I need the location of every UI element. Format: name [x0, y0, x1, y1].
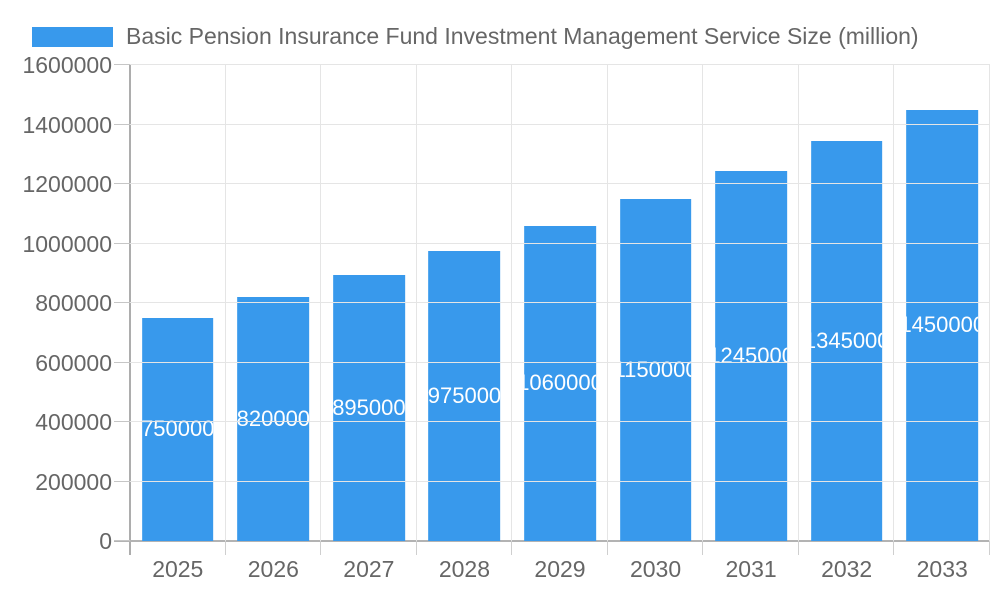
- x-tick-label: 2027: [343, 556, 395, 582]
- v-gridline: [320, 65, 322, 541]
- x-tick: [893, 541, 895, 555]
- h-gridline: [130, 183, 990, 184]
- category-slot: 750000: [130, 65, 226, 541]
- y-tick-label: 1200000: [22, 171, 112, 197]
- legend-item[interactable]: Basic Pension Insurance Fund Investment …: [32, 23, 919, 50]
- h-gridline: [130, 361, 990, 363]
- y-tick: [114, 64, 130, 65]
- y-tick-label: 1600000: [22, 52, 112, 78]
- v-gridline: [511, 65, 513, 541]
- h-gridline: [130, 123, 990, 125]
- x-tick-label: 2033: [916, 556, 968, 582]
- y-tick-label: 1000000: [22, 230, 112, 257]
- bar-value-label: 820000: [237, 406, 310, 432]
- y-tick: [114, 421, 130, 422]
- x-tick-label: 2029: [534, 556, 586, 582]
- y-tick: [114, 123, 130, 125]
- v-gridline: [989, 65, 990, 541]
- bar-value-label: 1060000: [524, 370, 596, 396]
- x-tick: [797, 541, 799, 555]
- category-slot: 1060000: [512, 65, 608, 541]
- y-tick-label: 400000: [35, 409, 112, 435]
- bar[interactable]: 1150000: [619, 198, 692, 541]
- bar[interactable]: 820000: [237, 297, 310, 541]
- bar[interactable]: 975000: [428, 250, 501, 541]
- x-tick-label: 2026: [247, 556, 299, 582]
- category-slot: 1150000: [608, 65, 704, 541]
- y-tick-label: 0: [99, 528, 112, 554]
- y-tick-label: 600000: [35, 349, 112, 376]
- x-tick: [702, 541, 704, 555]
- y-tick: [114, 183, 130, 184]
- bar[interactable]: 1450000: [906, 109, 979, 541]
- x-axis-labels: 2025 2026 2027 2028 2029 2030 2031 2032 2033: [130, 556, 990, 586]
- bar-value-label: 895000: [333, 394, 405, 420]
- y-tick: [114, 361, 130, 363]
- y-tick: [114, 242, 130, 244]
- bar-value-label: 1450000: [906, 312, 978, 338]
- bar-value-label: 750000: [141, 416, 214, 442]
- bar[interactable]: 895000: [333, 274, 405, 541]
- v-gridline: [893, 65, 895, 541]
- x-tick: [511, 541, 513, 555]
- category-slot: 975000: [417, 65, 513, 541]
- h-gridline: [130, 421, 990, 422]
- v-gridline: [797, 65, 799, 541]
- x-tick: [415, 541, 417, 555]
- bar[interactable]: 1245000: [715, 170, 787, 541]
- x-tick-label: 2025: [152, 556, 204, 582]
- y-tick-label: 200000: [35, 468, 112, 495]
- x-tick: [224, 541, 226, 555]
- x-tick: [320, 541, 322, 555]
- category-slot: 895000: [321, 65, 417, 541]
- bar-value-label: 1150000: [620, 356, 692, 382]
- bar[interactable]: 1060000: [524, 225, 596, 541]
- h-gridline: [130, 480, 990, 482]
- h-gridline: [130, 64, 990, 65]
- bar-value-label: 1245000: [715, 342, 787, 368]
- bar-value-label: 1345000: [811, 327, 883, 353]
- h-gridline: [130, 242, 990, 244]
- plot-area: 750000 820000 895000 975000 1060000 1150000 12…: [114, 64, 990, 555]
- h-gridline: [130, 302, 990, 303]
- y-tick: [114, 480, 130, 482]
- v-gridline: [415, 65, 417, 541]
- y-axis-labels: 0 200000 400000 600000 800000 1000000 1200000 1…: [0, 53, 112, 553]
- category-slot: 1245000: [703, 65, 799, 541]
- category-slot: 1345000: [799, 65, 895, 541]
- x-tick-label: 2031: [725, 556, 777, 582]
- x-tick-label: 2030: [629, 556, 682, 582]
- category-slot: 820000: [226, 65, 322, 541]
- y-tick-label: 1400000: [22, 111, 112, 138]
- v-gridline: [224, 65, 226, 541]
- y-tick-label: 800000: [35, 290, 112, 316]
- v-gridline: [702, 65, 704, 541]
- v-gridline: [606, 65, 608, 541]
- x-tick: [989, 541, 990, 555]
- chart-title: Basic Pension Insurance Fund Investment …: [126, 23, 919, 49]
- bar[interactable]: 750000: [141, 317, 214, 541]
- bar-value-label: 975000: [428, 382, 501, 408]
- category-slot: 1450000: [895, 65, 991, 541]
- x-tick: [606, 541, 608, 555]
- legend-swatch: [32, 26, 113, 47]
- y-tick: [114, 302, 130, 303]
- bars-layer: 750000 820000 895000 975000 1060000 1150000 12…: [130, 65, 990, 541]
- x-axis-line: [114, 540, 990, 542]
- x-tick-label: 2028: [438, 556, 491, 582]
- bar[interactable]: 1345000: [810, 140, 883, 541]
- y-axis-line: [129, 65, 131, 555]
- x-tick-label: 2032: [821, 556, 873, 582]
- y-tick: [114, 540, 130, 541]
